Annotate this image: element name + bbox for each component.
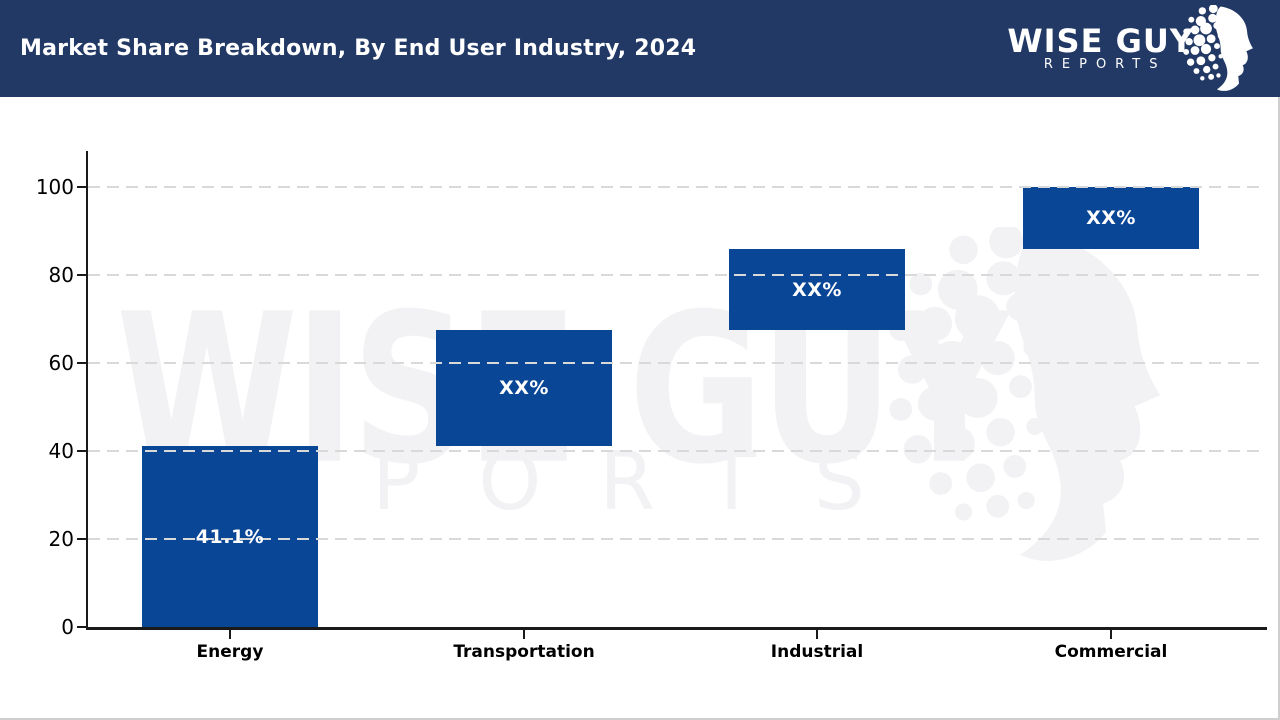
logo-text: WISE GUY REPORTS <box>1007 21 1194 73</box>
x-category-label: Commercial <box>1054 642 1168 662</box>
y-tick-0 <box>77 626 86 628</box>
bar-value-label: XX% <box>1086 207 1136 230</box>
y-tick-100 <box>77 186 86 188</box>
gridline-20 <box>88 538 1266 540</box>
x-tick-energy <box>229 630 231 639</box>
y-tick-40 <box>77 450 86 452</box>
header: Market Share Breakdown, By End User Indu… <box>0 0 1280 97</box>
y-tick-label: 20 <box>48 527 74 551</box>
x-tick-transportation <box>523 630 525 639</box>
y-tick-80 <box>77 274 86 276</box>
logo-wordmark: WISE GUY <box>1007 21 1194 60</box>
y-tick-label: 80 <box>48 263 74 287</box>
gridline-40 <box>88 450 1266 452</box>
y-tick-20 <box>77 538 86 540</box>
bar-value-label: XX% <box>792 278 842 301</box>
plot-region: 41.1% XX% XX% XX% <box>88 147 1266 627</box>
bar-energy <box>142 446 318 627</box>
bar-value-label: XX% <box>499 377 549 400</box>
y-tick-label: 100 <box>35 175 74 199</box>
y-tick-60 <box>77 362 86 364</box>
gridline-100 <box>88 186 1266 188</box>
brand-logo: WISE GUY REPORTS <box>1007 4 1254 93</box>
logo-subtitle: REPORTS <box>1043 57 1167 73</box>
x-tick-commercial <box>1110 630 1112 639</box>
y-tick-label: 40 <box>48 439 74 463</box>
bar-value-label: 41.1% <box>195 525 265 548</box>
bar-industrial <box>729 249 905 330</box>
x-axis-spine <box>86 627 1267 630</box>
x-tick-industrial <box>816 630 818 639</box>
gridline-80 <box>88 274 1266 276</box>
x-category-label: Energy <box>196 642 264 662</box>
y-tick-label: 60 <box>48 351 74 375</box>
x-category-label: Industrial <box>770 642 864 662</box>
chart-canvas: WISE GUY REPORTS 41.1% XX% XX% XX% 0 20 40 60 8… <box>0 97 1280 720</box>
gridline-60 <box>88 362 1266 364</box>
y-tick-label: 0 <box>61 615 74 639</box>
y-axis-spine <box>86 151 88 630</box>
x-category-label: Transportation <box>453 642 595 662</box>
logo-head-icon <box>1183 4 1253 91</box>
page-title: Market Share Breakdown, By End User Indu… <box>20 36 697 61</box>
bar-transportation <box>436 330 612 447</box>
bar-commercial <box>1023 187 1199 250</box>
